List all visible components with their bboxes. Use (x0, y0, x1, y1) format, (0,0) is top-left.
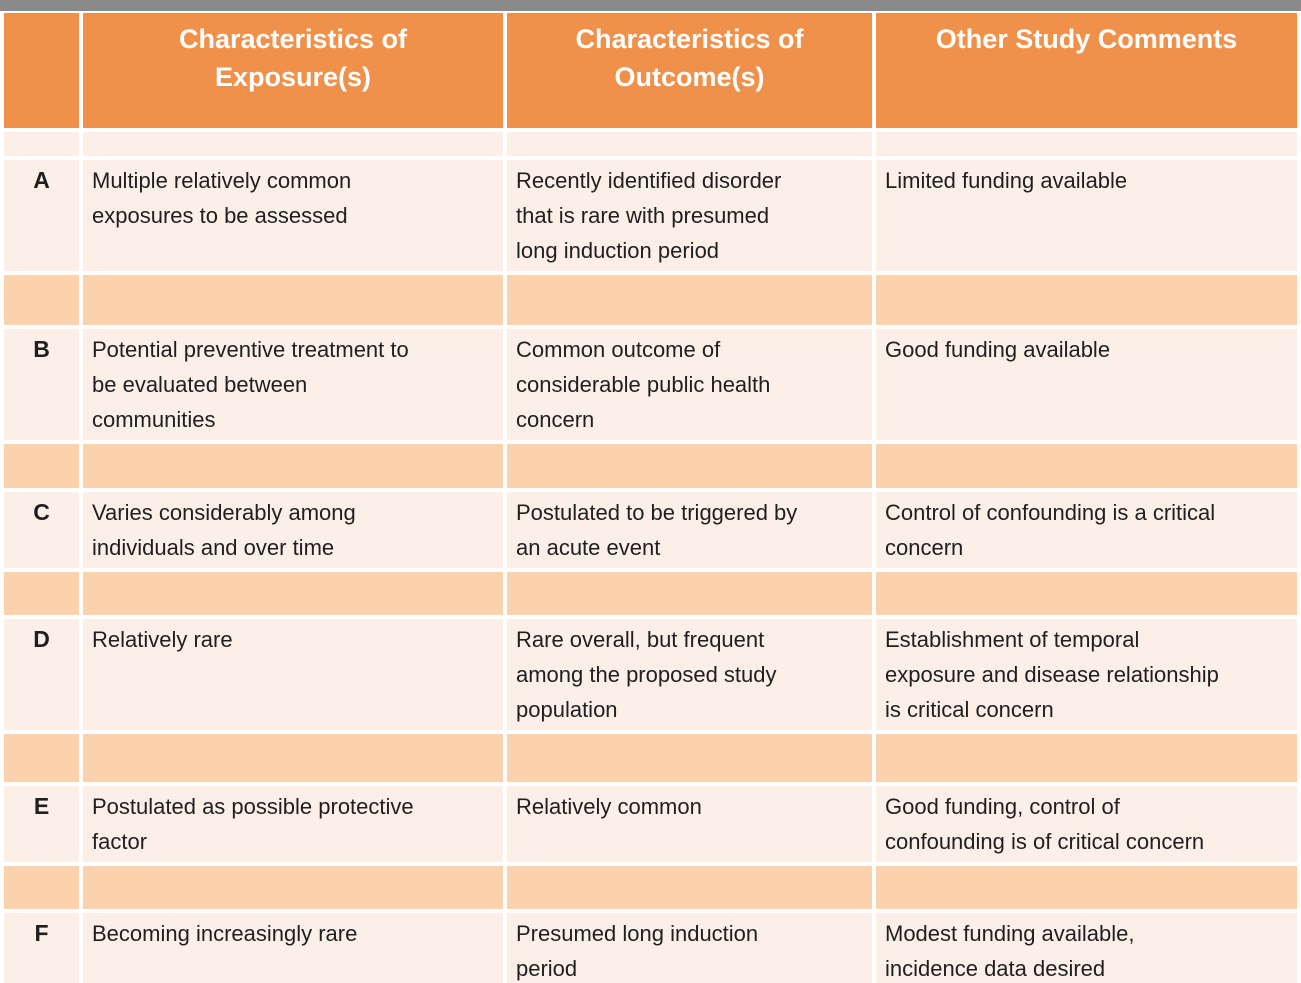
outcome-cell: Rare overall, but frequent among the pro… (507, 619, 872, 730)
row-label: B (4, 329, 79, 440)
outcome-cell: Presumed long induction period (507, 913, 872, 983)
spacer-cell (876, 444, 1297, 488)
table-header-row: Characteristics of Exposure(s) Character… (4, 13, 1297, 128)
row-label: F (4, 913, 79, 983)
top-bar (0, 0, 1301, 11)
spacer-cell (507, 444, 872, 488)
header-cell-comments: Other Study Comments (876, 13, 1297, 128)
comments-cell: Good funding, control of confounding is … (876, 786, 1297, 862)
exposure-cell: Postulated as possible protective factor (83, 786, 503, 862)
header-cell-label (4, 13, 79, 128)
spacer-cell (507, 275, 872, 325)
spacer-cell (83, 444, 503, 488)
table-row-B: B Potential preventive treatment to be e… (4, 329, 1297, 440)
exposure-cell: Potential preventive treatment to be eva… (83, 329, 503, 440)
spacer-row (4, 132, 1297, 156)
study-design-table: Characteristics of Exposure(s) Character… (0, 9, 1301, 983)
table-row-C: C Varies considerably among individuals … (4, 492, 1297, 568)
table-row-A: A Multiple relatively common exposures t… (4, 160, 1297, 271)
comments-cell: Establishment of temporal exposure and d… (876, 619, 1297, 730)
spacer-cell (83, 734, 503, 782)
outcome-cell: Recently identified disorder that is rar… (507, 160, 872, 271)
spacer-cell (83, 132, 503, 156)
comments-cell: Control of confounding is a critical con… (876, 492, 1297, 568)
spacer-cell (83, 572, 503, 615)
band-spacer-row (4, 866, 1297, 909)
spacer-cell (4, 572, 79, 615)
outcome-cell: Relatively common (507, 786, 872, 862)
spacer-cell (507, 572, 872, 615)
header-cell-outcome: Characteristics of Outcome(s) (507, 13, 872, 128)
table-row-D: D Relatively rare Rare overall, but freq… (4, 619, 1297, 730)
spacer-cell (4, 275, 79, 325)
spacer-cell (83, 275, 503, 325)
row-label: A (4, 160, 79, 271)
exposure-cell: Multiple relatively common exposures to … (83, 160, 503, 271)
spacer-cell (507, 734, 872, 782)
row-label: C (4, 492, 79, 568)
row-label: E (4, 786, 79, 862)
band-spacer-row (4, 572, 1297, 615)
spacer-cell (4, 444, 79, 488)
header-cell-exposure: Characteristics of Exposure(s) (83, 13, 503, 128)
table-row-F: F Becoming increasingly rare Presumed lo… (4, 913, 1297, 983)
spacer-cell (876, 132, 1297, 156)
band-spacer-row (4, 734, 1297, 782)
spacer-cell (507, 132, 872, 156)
spacer-cell (4, 734, 79, 782)
band-spacer-row (4, 275, 1297, 325)
exposure-cell: Varies considerably among individuals an… (83, 492, 503, 568)
spacer-cell (83, 866, 503, 909)
spacer-cell (507, 866, 872, 909)
spacer-cell (876, 572, 1297, 615)
spacer-cell (876, 275, 1297, 325)
comments-cell: Limited funding available (876, 160, 1297, 271)
spacer-cell (876, 734, 1297, 782)
exposure-cell: Becoming increasingly rare (83, 913, 503, 983)
row-label: D (4, 619, 79, 730)
band-spacer-row (4, 444, 1297, 488)
comments-cell: Good funding available (876, 329, 1297, 440)
exposure-cell: Relatively rare (83, 619, 503, 730)
spacer-cell (4, 132, 79, 156)
table-row-E: E Postulated as possible protective fact… (4, 786, 1297, 862)
comments-cell: Modest funding available, incidence data… (876, 913, 1297, 983)
outcome-cell: Postulated to be triggered by an acute e… (507, 492, 872, 568)
spacer-cell (4, 866, 79, 909)
outcome-cell: Common outcome of considerable public he… (507, 329, 872, 440)
spacer-cell (876, 866, 1297, 909)
